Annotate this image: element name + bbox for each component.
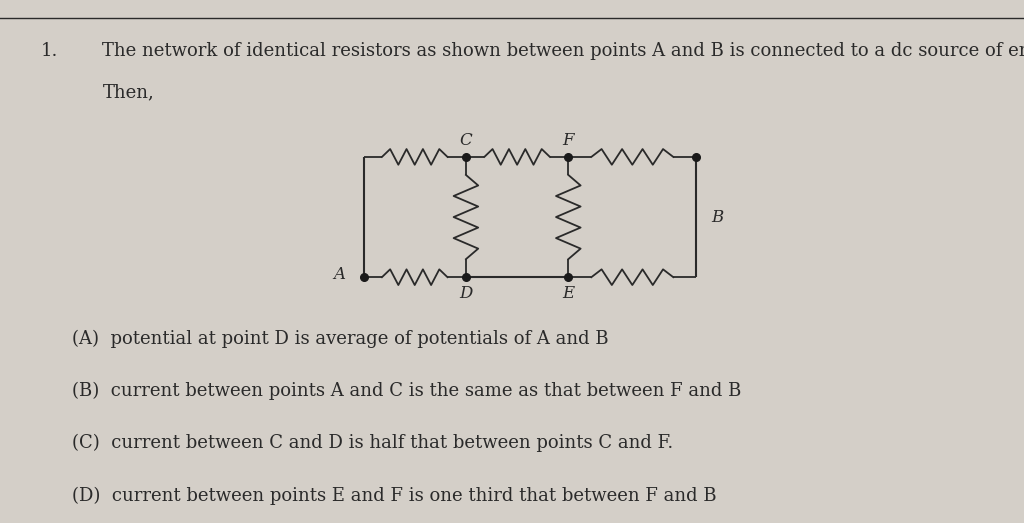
Text: F: F xyxy=(562,132,574,149)
Text: (C)  current between C and D is half that between points C and F.: (C) current between C and D is half that… xyxy=(72,434,673,452)
Text: A: A xyxy=(333,266,345,283)
Text: C: C xyxy=(460,132,472,149)
Text: E: E xyxy=(562,285,574,302)
Text: (B)  current between points A and C is the same as that between F and B: (B) current between points A and C is th… xyxy=(72,382,741,400)
Text: D: D xyxy=(459,285,473,302)
Text: (A)  potential at point D is average of potentials of A and B: (A) potential at point D is average of p… xyxy=(72,329,608,348)
Text: (D)  current between points E and F is one third that between F and B: (D) current between points E and F is on… xyxy=(72,486,717,505)
Text: The network of identical resistors as shown between points A and B is connected : The network of identical resistors as sh… xyxy=(102,42,1024,60)
Text: B: B xyxy=(712,209,724,225)
Text: Then,: Then, xyxy=(102,84,155,101)
Text: 1.: 1. xyxy=(41,42,58,60)
